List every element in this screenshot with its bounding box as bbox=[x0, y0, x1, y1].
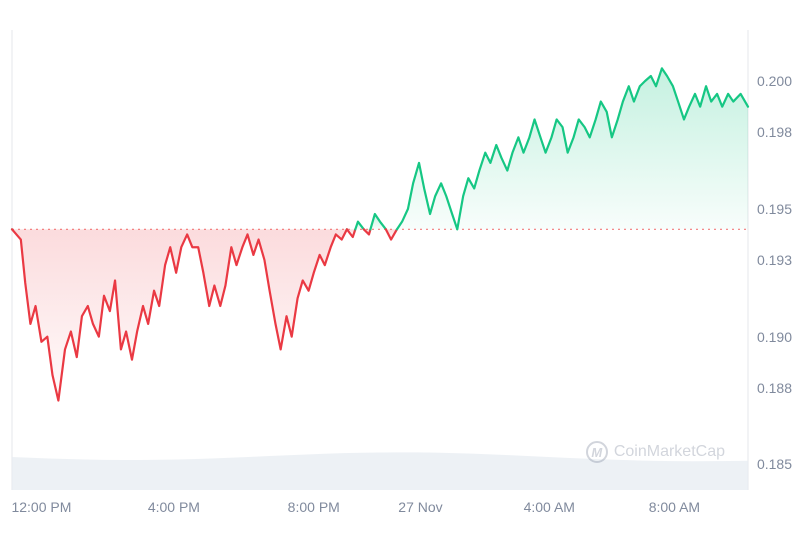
x-tick-label: 8:00 PM bbox=[288, 499, 340, 515]
x-tick-label: 4:00 PM bbox=[148, 499, 200, 515]
y-tick-label: 0.195 bbox=[757, 201, 792, 217]
price-chart: 0.200 0.198 0.195 0.193 0.190 0.188 0.185 12:0… bbox=[0, 0, 800, 533]
y-tick-label: 0.185 bbox=[757, 456, 792, 472]
x-axis: 12:00 PM 4:00 PM 8:00 PM 27 Nov 4:00 AM 8:00 … bbox=[0, 499, 800, 519]
watermark: M CoinMarketCap bbox=[586, 441, 725, 463]
x-tick-label: 12:00 PM bbox=[11, 499, 71, 515]
y-tick-label: 0.200 bbox=[757, 73, 792, 89]
x-tick-label: 27 Nov bbox=[398, 499, 442, 515]
watermark-text: CoinMarketCap bbox=[614, 443, 725, 461]
x-tick-label: 8:00 AM bbox=[649, 499, 700, 515]
y-tick-label: 0.198 bbox=[757, 124, 792, 140]
y-tick-label: 0.188 bbox=[757, 380, 792, 396]
x-tick-label: 4:00 AM bbox=[524, 499, 575, 515]
watermark-icon: M bbox=[586, 441, 608, 463]
y-tick-label: 0.193 bbox=[757, 252, 792, 268]
y-tick-label: 0.190 bbox=[757, 329, 792, 345]
